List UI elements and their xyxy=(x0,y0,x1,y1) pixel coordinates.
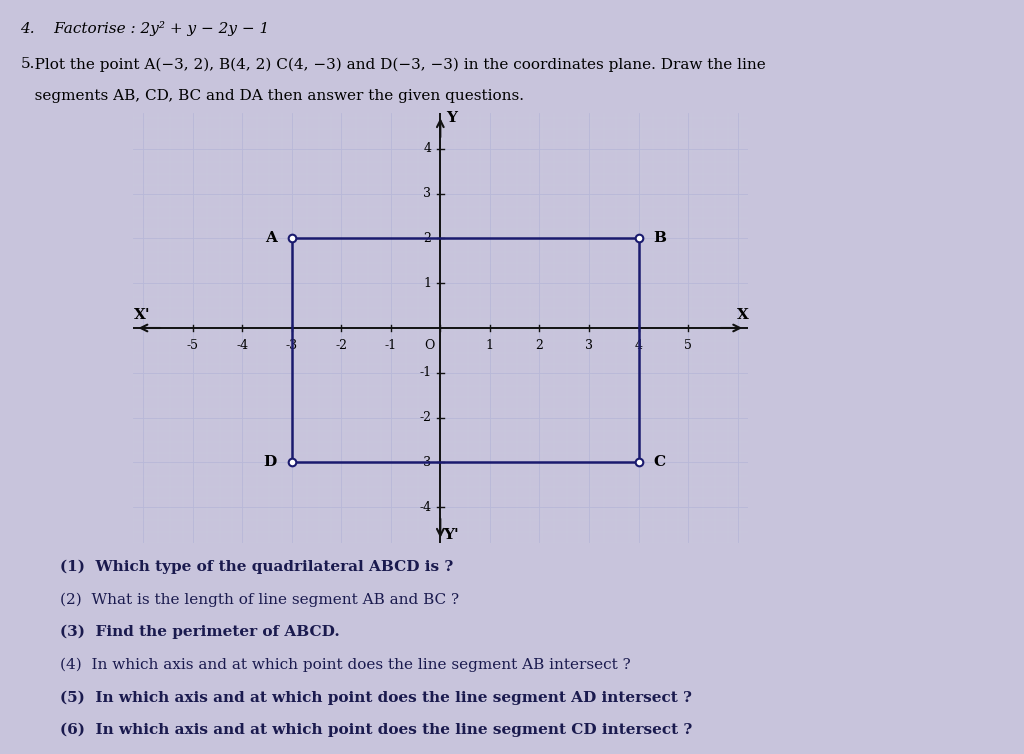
Text: 5: 5 xyxy=(684,339,692,352)
Text: (3)  Find the perimeter of ABCD.: (3) Find the perimeter of ABCD. xyxy=(60,625,340,639)
Text: -2: -2 xyxy=(335,339,347,352)
Text: 3: 3 xyxy=(585,339,593,352)
Text: X: X xyxy=(736,308,749,323)
Text: -5: -5 xyxy=(186,339,199,352)
Text: (6)  In which axis and at which point does the line segment CD intersect ?: (6) In which axis and at which point doe… xyxy=(60,723,692,737)
Text: -4: -4 xyxy=(419,501,431,513)
Text: D: D xyxy=(263,455,276,469)
Text: B: B xyxy=(653,231,667,246)
Text: O: O xyxy=(424,339,434,352)
Text: -1: -1 xyxy=(385,339,397,352)
Text: 5.: 5. xyxy=(20,57,35,72)
Text: Plot the point A(−3, 2), B(4, 2) C(4, −3) and D(−3, −3) in the coordinates plane: Plot the point A(−3, 2), B(4, 2) C(4, −3… xyxy=(20,57,766,72)
Text: -3: -3 xyxy=(286,339,298,352)
Text: Y': Y' xyxy=(443,528,459,542)
Text: 1: 1 xyxy=(423,277,431,290)
Text: -3: -3 xyxy=(419,456,431,469)
Text: (2)  What is the length of line segment AB and BC ?: (2) What is the length of line segment A… xyxy=(60,592,460,607)
Text: 4: 4 xyxy=(635,339,642,352)
Text: X': X' xyxy=(134,308,151,323)
Text: (1)  Which type of the quadrilateral ABCD is ?: (1) Which type of the quadrilateral ABCD… xyxy=(60,559,454,574)
Text: segments AB, CD, BC and DA then answer the given questions.: segments AB, CD, BC and DA then answer t… xyxy=(20,89,524,103)
Text: 3: 3 xyxy=(423,187,431,200)
Text: (4)  In which axis and at which point does the line segment AB intersect ?: (4) In which axis and at which point doe… xyxy=(60,657,631,672)
Text: Y: Y xyxy=(445,111,457,124)
Text: C: C xyxy=(653,455,666,469)
Text: 4.    Factorise : 2y² + y − 2y − 1: 4. Factorise : 2y² + y − 2y − 1 xyxy=(20,21,269,36)
Text: -4: -4 xyxy=(237,339,248,352)
Text: (5)  In which axis and at which point does the line segment AD intersect ?: (5) In which axis and at which point doe… xyxy=(60,690,692,705)
Text: A: A xyxy=(265,231,276,246)
Text: 4: 4 xyxy=(423,143,431,155)
Text: 2: 2 xyxy=(424,232,431,245)
Text: 2: 2 xyxy=(536,339,544,352)
Text: 1: 1 xyxy=(485,339,494,352)
Text: -2: -2 xyxy=(420,411,431,424)
Text: -1: -1 xyxy=(419,366,431,379)
